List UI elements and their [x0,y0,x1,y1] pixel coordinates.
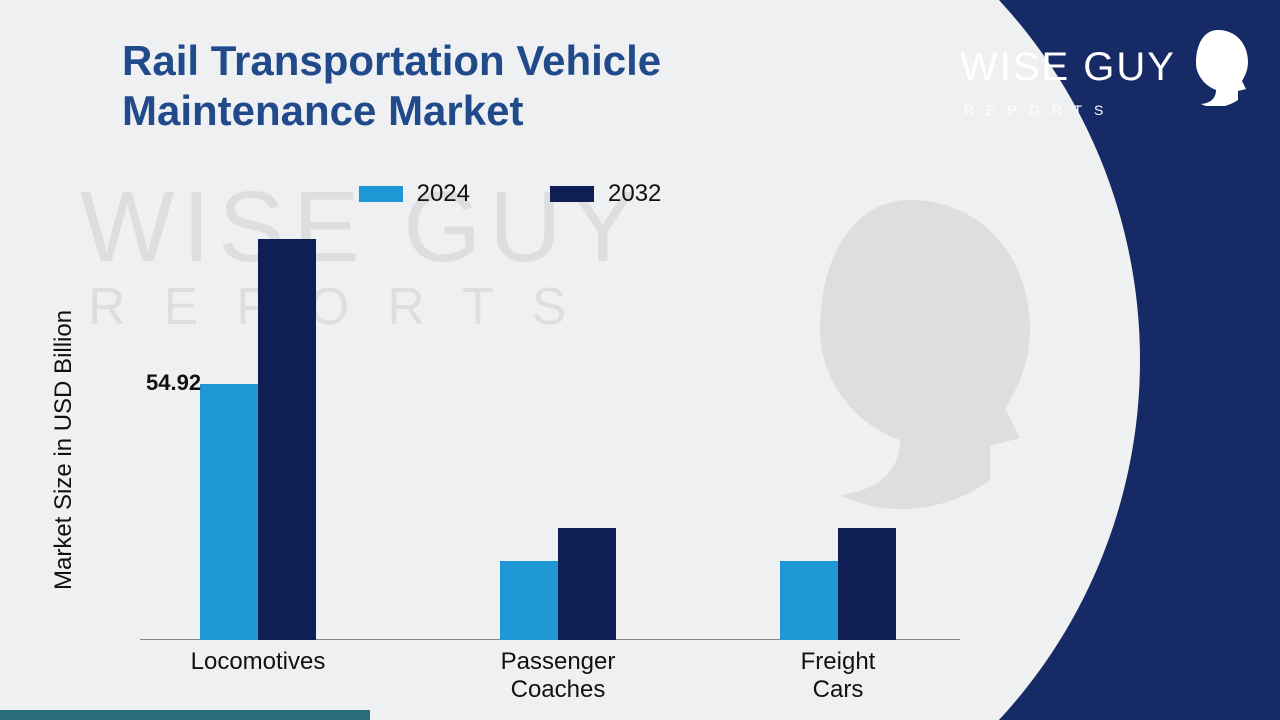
legend-label-2032: 2032 [608,180,661,208]
bar-0-2024 [200,384,258,640]
bar-0-value-label: 54.92 [146,370,201,396]
y-axis-label: Market Size in USD Billion [50,310,78,590]
bar-2-2032 [838,528,896,640]
legend-item-2024: 2024 [359,180,470,208]
bar-group-2 [780,528,896,640]
bar-1-2024 [500,561,558,640]
category-label-0: Locomotives [170,648,346,676]
figure-canvas: WISE GUY REPORTS Rail Transportation Veh… [0,0,1280,720]
bar-1-2032 [558,528,616,640]
bar-chart: Market Size in USD Billion 2024 2032 54.… [60,180,960,720]
category-label-1: Passenger Coaches [470,648,646,703]
bar-2-2024 [780,561,838,640]
chart-title: Rail Transportation Vehicle Maintenance … [122,36,661,135]
brand-logo: WISE GUY REPORTS [960,28,1252,118]
bar-group-1 [500,528,616,640]
legend-swatch-2032 [550,186,594,202]
legend-item-2032: 2032 [550,180,661,208]
legend-swatch-2024 [359,186,403,202]
plot-area: 54.92 Locomotives Passenger Coaches Frei… [140,220,960,640]
bar-group-0: 54.92 [200,239,316,640]
brand-line1: WISE GUY [960,45,1176,90]
bar-0-2032 [258,239,316,640]
category-label-2: Freight Cars [750,648,926,703]
legend: 2024 2032 [60,180,960,208]
legend-label-2024: 2024 [417,180,470,208]
brand-head-icon [1184,28,1252,106]
